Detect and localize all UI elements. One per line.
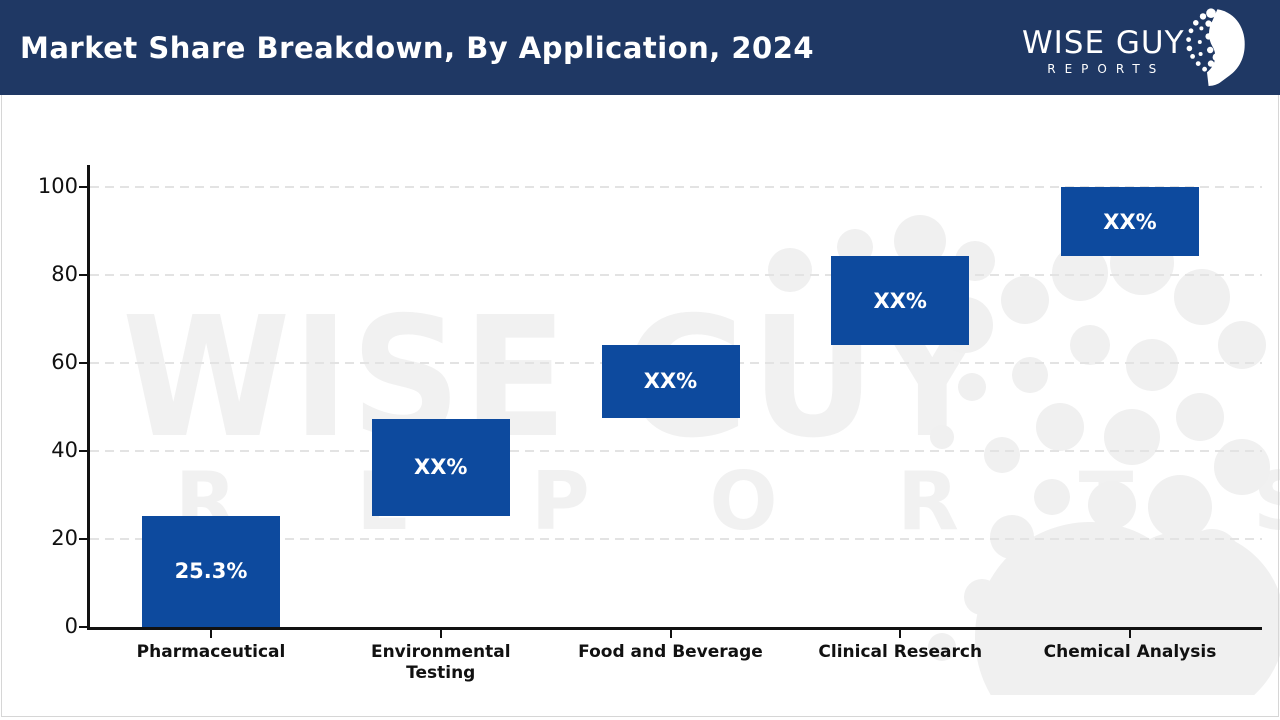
y-tickmark — [79, 538, 88, 540]
y-tickmark — [79, 450, 88, 452]
y-axis-tick-label: 20 — [51, 526, 78, 550]
waterfall-chart: 0 20 40 60 80 100 25.3% Pharmaceutical XX% Enviro… — [0, 95, 1280, 716]
brand-face-icon — [1171, 6, 1251, 94]
bar-value-label: XX% — [414, 455, 468, 480]
x-axis-category-label: Pharmaceutical — [136, 642, 286, 662]
y-axis-tick-label: 60 — [51, 350, 78, 374]
y-gridline — [90, 274, 1262, 276]
waterfall-bar-segment: XX% — [601, 344, 740, 418]
x-tickmark — [1129, 629, 1131, 638]
y-tickmark — [79, 186, 88, 188]
brand-logo-text: WISE GUY REPORTS — [1022, 25, 1185, 76]
waterfall-bar-segment: XX% — [371, 418, 510, 516]
y-axis-tick-label: 0 — [64, 614, 78, 638]
x-axis-category-label: Clinical Research — [818, 642, 983, 662]
bar-value-label: XX% — [643, 369, 698, 394]
brand-logo: WISE GUY REPORTS — [1022, 8, 1262, 92]
x-axis-category-label: Environmental Testing — [370, 642, 511, 684]
page-title: Market Share Breakdown, By Application, … — [20, 30, 815, 65]
watermark-face-icon — [760, 205, 1280, 720]
header-bar: Market Share Breakdown, By Application, … — [0, 0, 1280, 95]
y-axis-line — [87, 165, 90, 629]
x-tickmark — [210, 629, 212, 638]
y-gridline — [90, 450, 1262, 452]
x-axis-category-label: Food and Beverage — [578, 642, 763, 662]
y-axis-tick-label: 80 — [51, 262, 78, 286]
bar-value-label: XX% — [873, 288, 927, 313]
y-gridline — [90, 538, 1262, 540]
x-axis-category-label: Chemical Analysis — [1043, 642, 1217, 662]
x-tickmark — [899, 629, 902, 638]
y-axis-tick-label: 100 — [37, 174, 78, 198]
x-tickmark — [439, 629, 442, 638]
y-tickmark — [79, 626, 88, 628]
x-tickmark — [669, 629, 672, 638]
waterfall-bar-segment: XX% — [831, 256, 970, 345]
bar-value-label: 25.3% — [174, 559, 248, 584]
y-tickmark — [79, 362, 88, 364]
y-tickmark — [79, 274, 88, 276]
y-axis-tick-label: 40 — [51, 438, 78, 462]
y-gridline — [90, 186, 1262, 188]
waterfall-bar-segment: 25.3% — [142, 515, 280, 627]
x-axis-line — [87, 627, 1262, 630]
bar-value-label: XX% — [1103, 209, 1157, 234]
brand-subname: REPORTS — [1047, 61, 1166, 76]
waterfall-bar-segment: XX% — [1061, 187, 1199, 257]
brand-name: WISE GUY — [1022, 24, 1185, 61]
